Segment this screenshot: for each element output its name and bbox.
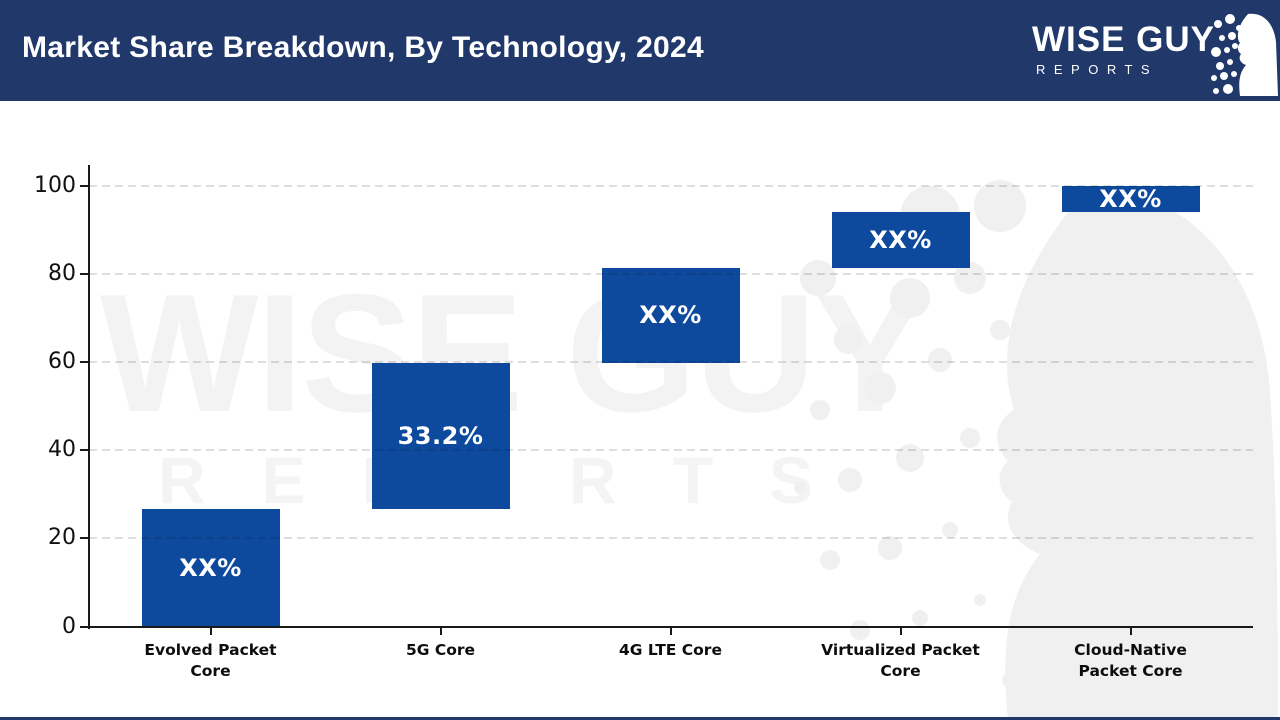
- x-tickmark-evolved-packet-core: [209, 628, 212, 635]
- gridline-40: [89, 449, 1253, 452]
- bar-cloud-native-packet-core: XX%: [1061, 184, 1200, 213]
- x-tick-label-cloud-native-packet-core: Cloud-Native Packet Core: [1021, 640, 1241, 681]
- x-tick-label-4g-lte-core: 4G LTE Core: [561, 640, 781, 661]
- x-tick-label-line: Packet Core: [1078, 661, 1183, 680]
- bar-5g-core: 33.2%: [371, 362, 510, 509]
- y-tick-label-40: 40: [48, 437, 76, 463]
- gridline-80: [89, 273, 1253, 276]
- x-tick-label-virtualized-packet-core: Virtualized Packet Core: [791, 640, 1011, 681]
- bar-evolved-packet-core: XX%: [141, 508, 280, 627]
- y-axis-line: [87, 165, 90, 629]
- gridline-20: [89, 537, 1253, 540]
- x-tickmark-cloud-native-packet-core: [1129, 628, 1132, 635]
- y-tickmark-0: [80, 625, 88, 628]
- y-tick-label-80: 80: [48, 261, 76, 287]
- y-tick-label-60: 60: [48, 349, 76, 375]
- x-tick-label-line: 5G Core: [405, 641, 476, 659]
- gridline-60: [89, 361, 1253, 364]
- x-tick-label-line: Core: [880, 661, 921, 680]
- x-tick-label-line: Cloud-Native: [1074, 641, 1187, 659]
- y-tickmark-100: [80, 185, 88, 187]
- brand-logo: WISE GUY REPORTS: [1032, 12, 1278, 96]
- brand-logo-face-icon: [1211, 13, 1278, 96]
- bar-value-label-evolved-packet-core: XX%: [179, 553, 242, 582]
- y-tick-label-0: 0: [62, 613, 76, 639]
- gridline-100: [89, 185, 1253, 187]
- x-tick-label-evolved-packet-core: Evolved Packet Core: [101, 640, 321, 681]
- x-tick-label-line: 4G LTE Core: [619, 641, 722, 659]
- x-tick-label-line: Virtualized Packet: [821, 641, 980, 659]
- watermark-wordmark: WISE GUY: [100, 259, 926, 447]
- y-tick-label-100: 100: [34, 173, 76, 198]
- brand-logo-subtext: REPORTS: [1036, 62, 1159, 77]
- brand-logo-wordmark: WISE GUY: [1032, 20, 1216, 59]
- bar-value-label-4g-lte-core: XX%: [639, 301, 702, 330]
- y-tickmark-20: [80, 537, 88, 540]
- y-tickmark-80: [80, 273, 88, 276]
- footer-accent-bar: [0, 717, 1280, 720]
- y-tickmark-40: [80, 449, 88, 452]
- bar-value-label-cloud-native-packet-core: XX%: [1099, 184, 1162, 213]
- header-band: Market Share Breakdown, By Technology, 2…: [0, 0, 1280, 101]
- x-tickmark-virtualized-packet-core: [899, 628, 902, 635]
- y-tick-label-20: 20: [48, 525, 76, 551]
- x-tickmark-4g-lte-core: [669, 628, 672, 635]
- x-tick-label-line: Evolved Packet: [144, 641, 277, 659]
- bar-value-label-5g-core: 33.2%: [397, 421, 484, 450]
- x-tick-label-5g-core: 5G Core: [331, 640, 551, 661]
- bar-value-label-virtualized-packet-core: XX%: [869, 225, 932, 254]
- x-tick-label-line: Core: [190, 661, 231, 680]
- x-tickmark-5g-core: [439, 628, 442, 635]
- x-axis-line: [87, 625, 1253, 628]
- bar-virtualized-packet-core: XX%: [831, 211, 970, 268]
- y-tickmark-60: [80, 361, 88, 364]
- bar-4g-lte-core: XX%: [601, 267, 740, 363]
- page-title: Market Share Breakdown, By Technology, 2…: [22, 31, 705, 64]
